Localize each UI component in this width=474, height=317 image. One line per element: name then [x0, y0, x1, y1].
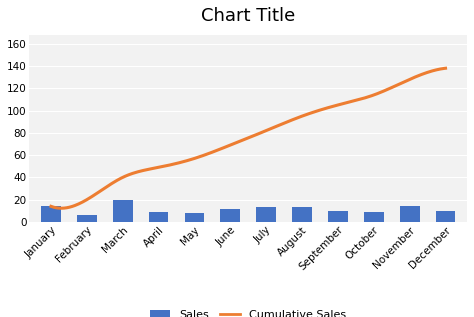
Bar	[184, 213, 204, 222]
Bar	[292, 207, 312, 222]
Bar	[149, 212, 168, 222]
Title: Chart Title: Chart Title	[201, 7, 295, 25]
Bar	[364, 212, 383, 222]
Bar	[328, 211, 348, 222]
Bar	[436, 211, 456, 222]
Bar	[256, 207, 276, 222]
Bar	[113, 200, 133, 222]
Bar	[400, 206, 419, 222]
Bar	[41, 206, 61, 222]
Legend: Sales, Cumulative Sales: Sales, Cumulative Sales	[146, 306, 351, 317]
Bar	[220, 209, 240, 222]
Bar	[77, 215, 97, 222]
